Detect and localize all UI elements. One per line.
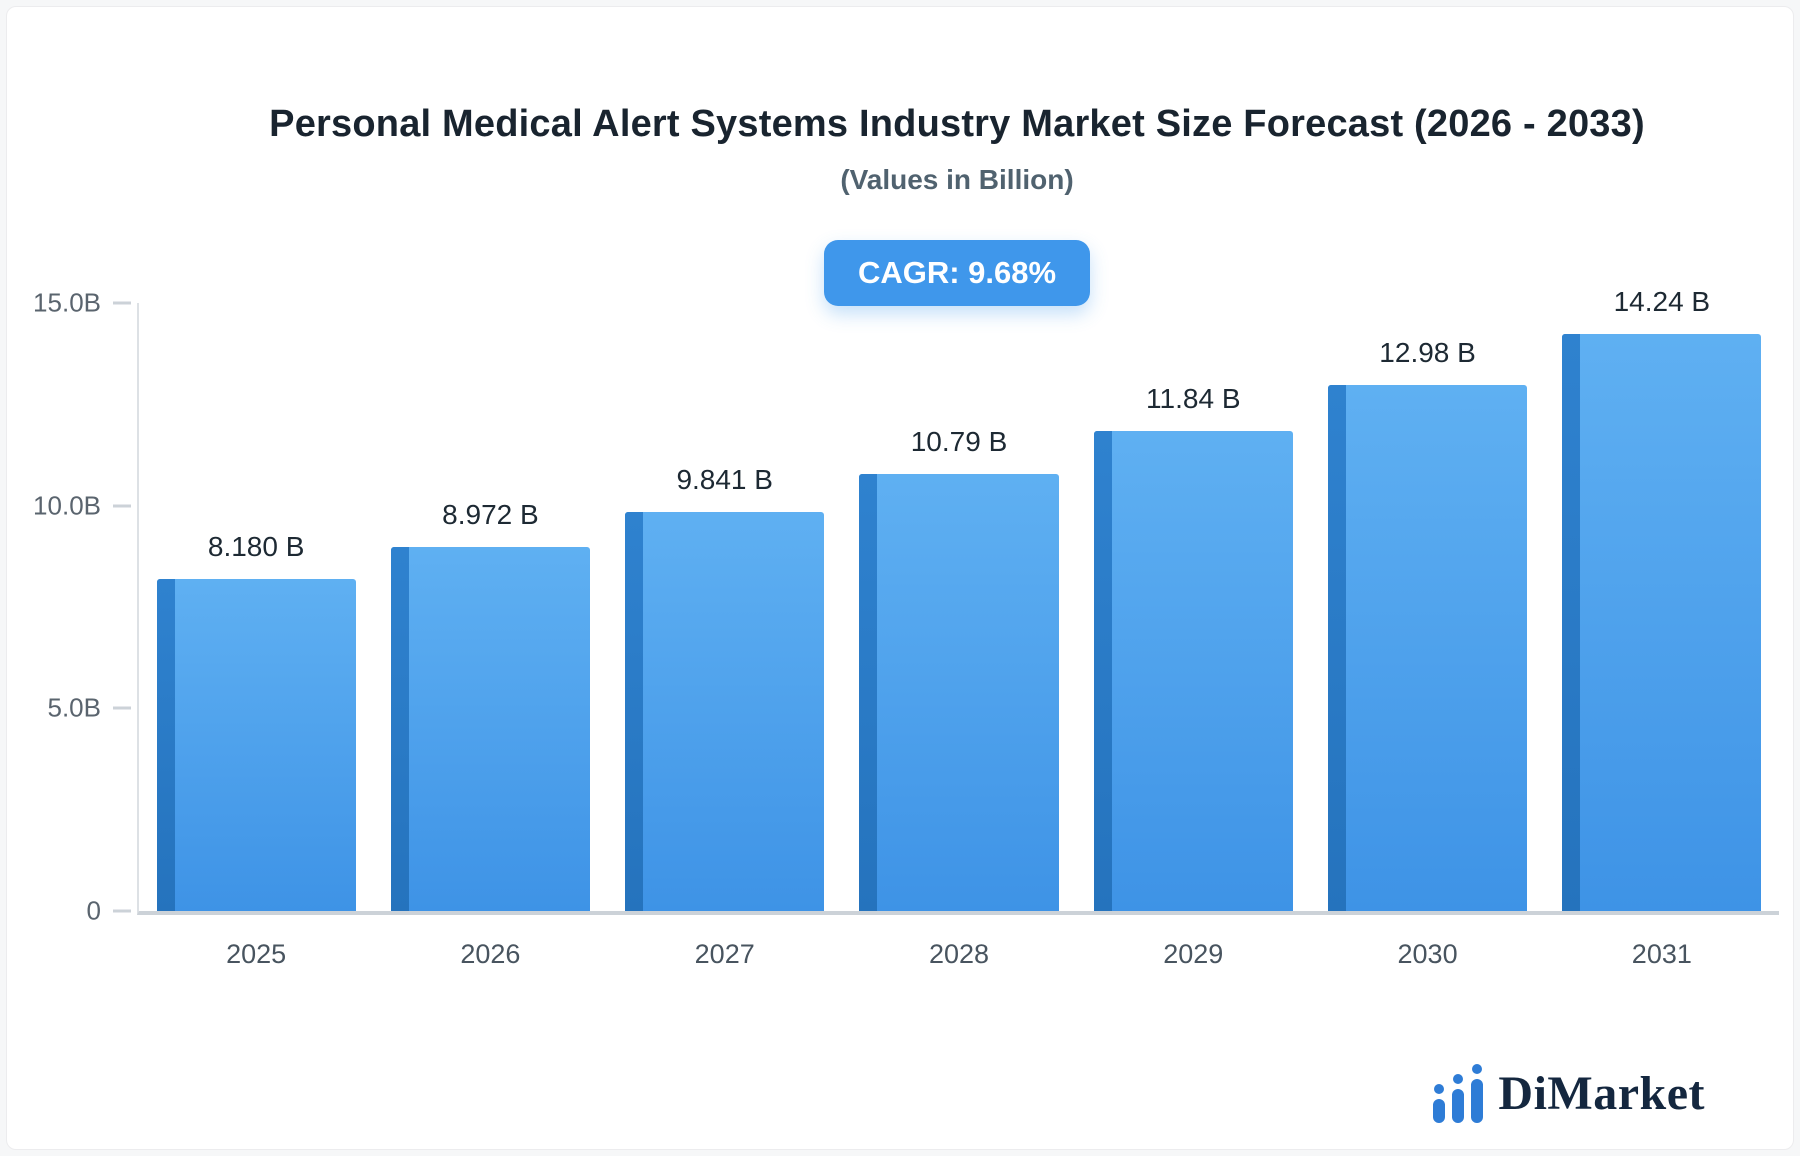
bar-chart-logo-icon (1433, 1064, 1484, 1123)
bar-2030 (1328, 384, 1528, 912)
bar-value-label: 8.180 B (207, 531, 305, 563)
y-axis-tick (113, 706, 131, 710)
bar-value-label: 11.84 B (1146, 383, 1241, 415)
x-axis-label: 2026 (460, 939, 521, 969)
bar-2025 (156, 579, 356, 911)
chart-card: Personal Medical Alert Systems Industry … (6, 6, 1794, 1150)
y-axis-label: 5.0B (47, 692, 102, 723)
bar-2027 (625, 512, 825, 911)
brand-name: DiMarket (1498, 1066, 1705, 1120)
bar-value-label: 9.841 B (676, 464, 773, 496)
chart-title: Personal Medical Alert Systems Industry … (269, 103, 1645, 145)
bar-2031 (1562, 333, 1762, 912)
x-axis-label: 2030 (1397, 939, 1458, 969)
y-axis-label: 10.0B (33, 490, 101, 521)
bar-2028 (859, 473, 1059, 912)
y-axis-tick (113, 909, 131, 913)
cagr-badge: CAGR: 9.68% (823, 240, 1091, 306)
chart-header: Personal Medical Alert Systems Industry … (137, 7, 1777, 306)
x-axis-label: 2027 (694, 939, 755, 969)
brand-logo: DiMarket (1432, 1063, 1705, 1123)
bar-2026 (390, 547, 590, 911)
y-axis-tick (113, 504, 131, 508)
y-axis-label: 15.0B (33, 287, 101, 318)
plot-area: 15.0B 10.0B 5.0B 0 8.180 B 2025 8.972 B 2026 9.8… (33, 286, 1779, 969)
chart-subtitle: (Values in Billion) (840, 164, 1074, 195)
bar-value-label: 10.79 B (910, 425, 1008, 457)
y-axis-label: 0 (86, 895, 101, 926)
x-axis-label: 2025 (226, 939, 287, 969)
x-axis-label: 2031 (1631, 939, 1692, 969)
bar-value-label: 14.24 B (1613, 285, 1711, 317)
x-axis-label: 2028 (928, 939, 990, 969)
bar-2029 (1093, 431, 1293, 911)
bar-value-label: 12.98 B (1379, 336, 1476, 368)
x-axis-label: 2029 (1163, 939, 1224, 969)
y-axis-tick (113, 301, 131, 305)
bar-value-label: 8.972 B (442, 499, 539, 531)
